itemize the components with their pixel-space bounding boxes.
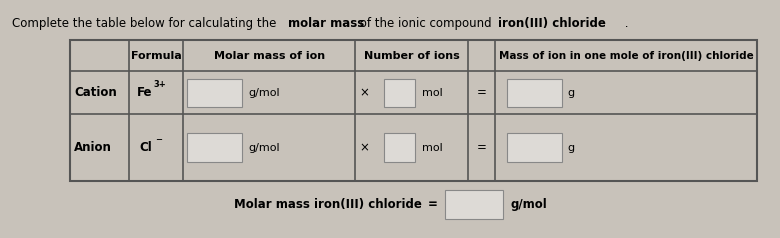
Text: =: = <box>477 141 487 154</box>
Text: Mass of ion in one mole of iron(III) chloride: Mass of ion in one mole of iron(III) chl… <box>498 51 753 61</box>
Text: Fe: Fe <box>136 86 152 99</box>
Text: g: g <box>568 88 575 98</box>
Bar <box>445 190 503 219</box>
Text: Number of ions: Number of ions <box>363 51 459 61</box>
Bar <box>384 79 415 107</box>
Text: ×: × <box>360 141 370 154</box>
Text: g/mol: g/mol <box>248 143 280 153</box>
Text: g/mol: g/mol <box>511 198 548 211</box>
Text: of the ionic compound: of the ionic compound <box>356 17 496 30</box>
Text: Complete the table below for calculating the: Complete the table below for calculating… <box>12 17 280 30</box>
Bar <box>187 133 242 162</box>
Text: g/mol: g/mol <box>248 88 280 98</box>
Text: Cl: Cl <box>140 141 152 154</box>
Text: molar mass: molar mass <box>288 17 364 30</box>
Bar <box>507 79 562 107</box>
Text: 3+: 3+ <box>154 80 166 89</box>
Text: .: . <box>621 17 629 30</box>
Text: Molar mass iron(III) chloride: Molar mass iron(III) chloride <box>234 198 422 211</box>
Text: iron(III) chloride: iron(III) chloride <box>498 17 605 30</box>
Text: mol: mol <box>421 143 442 153</box>
Text: Anion: Anion <box>74 141 112 154</box>
Text: Cation: Cation <box>74 86 117 99</box>
Text: g: g <box>568 143 575 153</box>
Bar <box>507 133 562 162</box>
Text: =: = <box>428 198 438 211</box>
Bar <box>70 40 757 181</box>
Bar <box>384 133 415 162</box>
Text: =: = <box>477 86 487 99</box>
Text: ×: × <box>360 86 370 99</box>
Text: −: − <box>155 135 162 144</box>
Text: Formula: Formula <box>130 51 182 61</box>
Bar <box>187 79 242 107</box>
Text: Molar mass of ion: Molar mass of ion <box>214 51 324 61</box>
Text: mol: mol <box>421 88 442 98</box>
